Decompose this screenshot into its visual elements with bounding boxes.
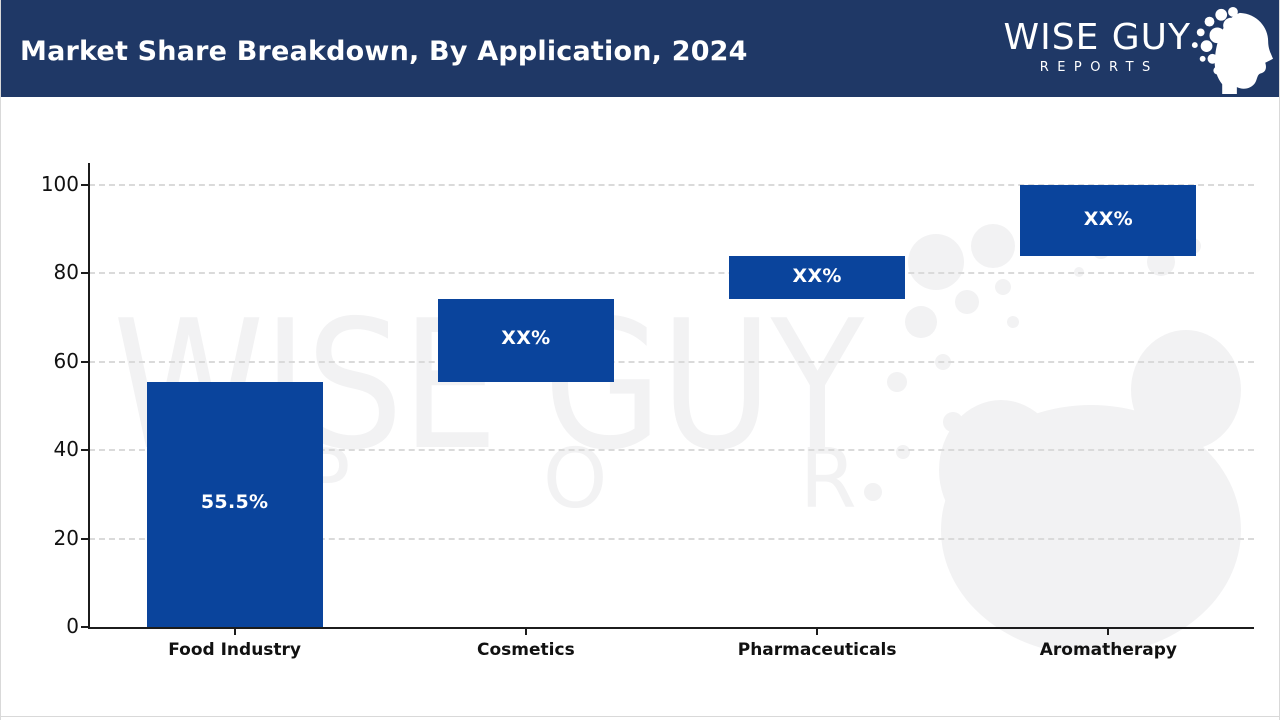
- xtick-label-1: Cosmetics: [477, 640, 575, 660]
- bar-value-label: XX%: [792, 264, 842, 287]
- ytick-mark-20: [81, 537, 89, 540]
- ytick-mark-80: [81, 272, 89, 275]
- ytick-label-80: 80: [53, 260, 79, 285]
- ytick-mark-0: [81, 626, 89, 628]
- wise-guy-reports-logo: WISE GUY REPORTS: [1004, 4, 1274, 94]
- bar-pharmaceuticals: XX%: [729, 256, 906, 300]
- gridline-100: [89, 184, 1254, 186]
- y-axis-line: [88, 163, 90, 629]
- ytick-label-40: 40: [53, 437, 79, 462]
- gridline-60: [89, 360, 1254, 363]
- ytick-mark-40: [81, 449, 89, 452]
- ytick-mark-100: [81, 184, 89, 186]
- xtick-mark-0: [233, 628, 236, 635]
- logo-reports-text: REPORTS: [1039, 60, 1159, 75]
- xtick-label-0: Food Industry: [168, 640, 302, 660]
- ytick-mark-60: [81, 360, 89, 363]
- x-axis-line: [88, 627, 1254, 629]
- ytick-label-60: 60: [53, 348, 79, 373]
- page-title: Market Share Breakdown, By Application, …: [20, 36, 748, 67]
- ytick-label-100: 100: [40, 172, 79, 196]
- xtick-mark-1: [524, 628, 527, 635]
- bar-aromatherapy: XX%: [1020, 185, 1197, 257]
- logo-wiseguy-text: WISE GUY: [1003, 17, 1191, 58]
- ytick-label-20: 20: [53, 525, 79, 550]
- xtick-label-2: Pharmaceuticals: [737, 640, 897, 660]
- gridline-80: [89, 272, 1254, 275]
- bar-cosmetics: XX%: [437, 299, 614, 382]
- bar-food-industry: 55.5%: [146, 381, 323, 627]
- xtick-mark-3: [1107, 628, 1110, 635]
- bar-value-label: 55.5%: [200, 491, 269, 514]
- header-bar: Market Share Breakdown, By Application, …: [1, 0, 1279, 97]
- ytick-label-0: 0: [66, 614, 79, 638]
- logo-dotted-head-icon: [1191, 6, 1274, 94]
- logo-wordmark: WISE GUY REPORTS: [1003, 17, 1192, 76]
- gridline-40: [89, 449, 1254, 452]
- xtick-label-3: Aromatherapy: [1039, 640, 1178, 660]
- bottom-border: [1, 716, 1279, 717]
- xtick-mark-2: [816, 628, 819, 635]
- gridline-20: [89, 537, 1254, 540]
- bar-value-label: XX%: [501, 327, 551, 350]
- bar-value-label: XX%: [1083, 207, 1133, 230]
